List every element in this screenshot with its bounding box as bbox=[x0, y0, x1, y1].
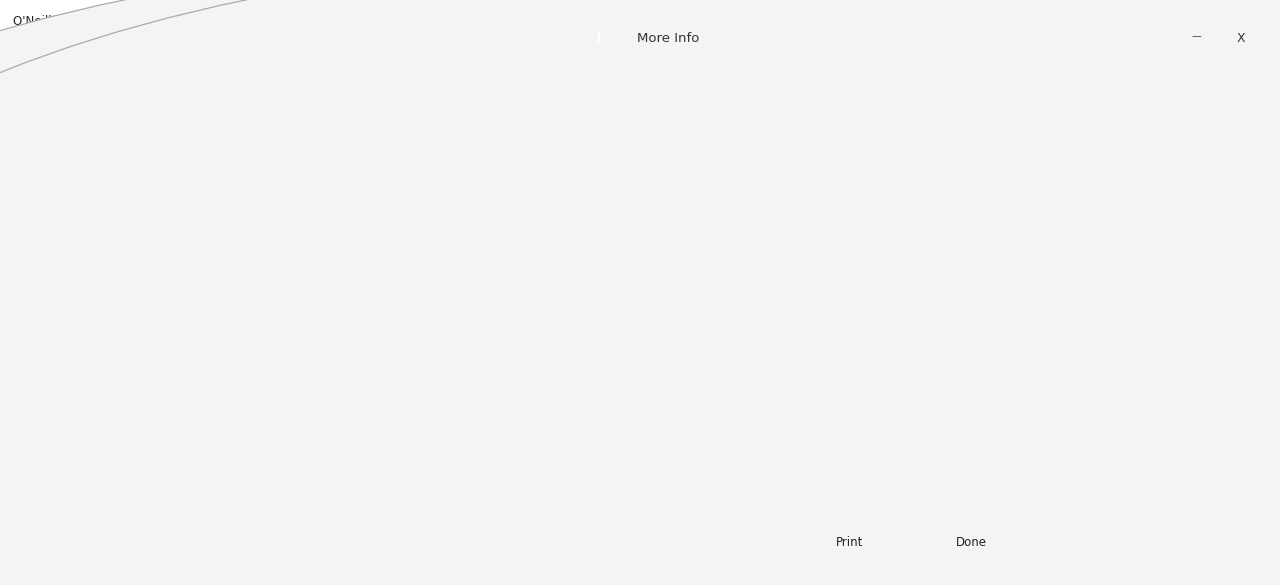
Text: O'Neill's Products: O'Neill's Products bbox=[220, 143, 343, 156]
FancyBboxPatch shape bbox=[100, 238, 448, 264]
FancyBboxPatch shape bbox=[454, 300, 535, 326]
Text: •: • bbox=[596, 264, 603, 274]
Text: Fixed operating expenses: Fixed operating expenses bbox=[115, 432, 257, 442]
Text: Units manufactured and sold for the year 12,000 units: Units manufactured and sold for the year… bbox=[613, 308, 910, 318]
FancyBboxPatch shape bbox=[38, 267, 535, 298]
FancyBboxPatch shape bbox=[454, 269, 535, 295]
Text: Operating income: Operating income bbox=[45, 463, 145, 473]
FancyBboxPatch shape bbox=[38, 331, 448, 357]
Text: —: — bbox=[1192, 30, 1202, 41]
FancyBboxPatch shape bbox=[454, 424, 535, 450]
FancyBboxPatch shape bbox=[38, 298, 535, 329]
Text: Done: Done bbox=[956, 536, 987, 549]
Text: Variable expenses: Variable expenses bbox=[106, 246, 207, 256]
Text: requirements: requirements bbox=[68, 74, 147, 87]
FancyBboxPatch shape bbox=[38, 360, 535, 391]
Text: •: • bbox=[596, 88, 603, 98]
Text: O'Neill's Products manufactures a single product. Cost, sales, and production in: O'Neill's Products manufactures a single… bbox=[13, 15, 852, 27]
FancyBboxPatch shape bbox=[109, 300, 448, 326]
FancyBboxPatch shape bbox=[557, 15, 1265, 570]
Circle shape bbox=[573, 27, 625, 50]
Text: Contribution Margin Income Statement (Variable Costing): Contribution Margin Income Statement (Va… bbox=[79, 161, 484, 174]
Text: i: i bbox=[22, 44, 24, 55]
FancyBboxPatch shape bbox=[38, 329, 535, 360]
Text: X: X bbox=[1236, 32, 1245, 45]
Text: •: • bbox=[596, 132, 603, 142]
Text: Requirement 1.: Requirement 1. bbox=[13, 114, 115, 127]
Text: ▼: ▼ bbox=[430, 463, 438, 473]
FancyBboxPatch shape bbox=[557, 15, 1265, 63]
FancyBboxPatch shape bbox=[38, 453, 535, 484]
FancyBboxPatch shape bbox=[38, 207, 448, 233]
Text: Variable operating expenses: Variable operating expenses bbox=[115, 308, 274, 318]
Text: Less:: Less: bbox=[41, 246, 69, 256]
FancyBboxPatch shape bbox=[100, 362, 448, 388]
Text: Variable operating expenses per unit sold $4: Variable operating expenses per unit sol… bbox=[613, 176, 858, 186]
FancyBboxPatch shape bbox=[38, 205, 535, 236]
FancyBboxPatch shape bbox=[454, 207, 535, 233]
FancyBboxPatch shape bbox=[38, 391, 535, 422]
Text: Read the: Read the bbox=[13, 74, 69, 87]
FancyBboxPatch shape bbox=[580, 75, 1242, 515]
Text: i: i bbox=[596, 32, 602, 45]
FancyBboxPatch shape bbox=[38, 422, 535, 453]
FancyBboxPatch shape bbox=[38, 455, 448, 481]
FancyBboxPatch shape bbox=[109, 393, 448, 419]
Text: Sales revenue: Sales revenue bbox=[45, 215, 124, 225]
FancyBboxPatch shape bbox=[454, 393, 535, 419]
Text: Variable manufacturing costs per unit manufactured (includes direct
    material: Variable manufacturing costs per unit ma… bbox=[613, 132, 987, 154]
Text: Contribution margin: Contribution margin bbox=[45, 339, 157, 349]
Text: For the Year Ended December 31: For the Year Ended December 31 bbox=[166, 180, 397, 193]
FancyBboxPatch shape bbox=[454, 331, 535, 357]
FancyBboxPatch shape bbox=[1220, 21, 1262, 56]
FancyBboxPatch shape bbox=[109, 269, 448, 295]
FancyBboxPatch shape bbox=[38, 236, 535, 267]
Text: Selling price per unit is $54: Selling price per unit is $54 bbox=[613, 88, 763, 98]
Text: •: • bbox=[596, 220, 603, 230]
Text: Variable cost of goods sold: Variable cost of goods sold bbox=[115, 277, 265, 287]
Text: •: • bbox=[596, 308, 603, 318]
FancyBboxPatch shape bbox=[109, 424, 448, 450]
Text: Print: Print bbox=[836, 536, 864, 549]
Circle shape bbox=[9, 43, 37, 56]
Text: Prepare an income statement for the upcoming year using variable costing.: Prepare an income statement for the upco… bbox=[125, 114, 575, 127]
Text: (Click the icon to view the data.): (Click the icon to view the data.) bbox=[44, 43, 237, 56]
Text: Fixed manufacturing overhead (MOH) in total for the year $120,000: Fixed manufacturing overhead (MOH) in to… bbox=[613, 220, 983, 230]
Text: More Info: More Info bbox=[637, 32, 700, 45]
Text: Fixed expenses: Fixed expenses bbox=[106, 370, 192, 380]
Text: Fixed manufacturing overhead: Fixed manufacturing overhead bbox=[115, 401, 287, 411]
Text: Fixed operating expenses in total for the year $92,000: Fixed operating expenses in total for th… bbox=[613, 264, 911, 274]
FancyBboxPatch shape bbox=[454, 455, 535, 481]
Text: Less:: Less: bbox=[41, 370, 69, 380]
Text: •: • bbox=[596, 176, 603, 186]
